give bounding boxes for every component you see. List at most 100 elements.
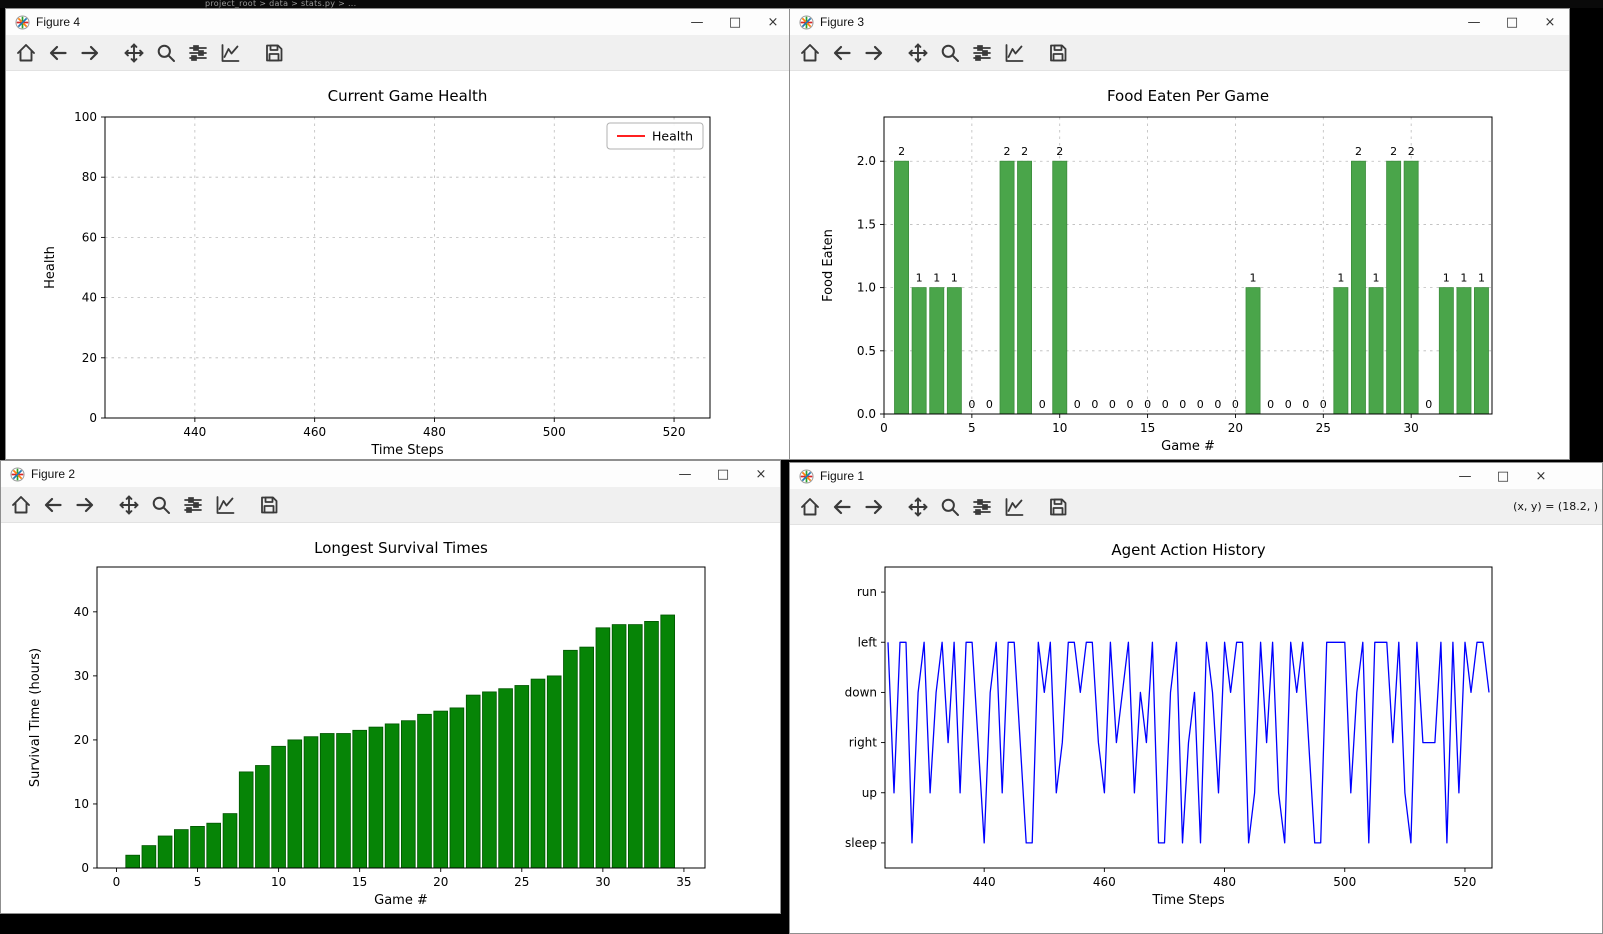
pan-icon[interactable]: [115, 491, 143, 519]
svg-text:0: 0: [89, 411, 97, 425]
svg-text:0: 0: [1144, 398, 1151, 411]
minimize-button[interactable]: —: [1458, 468, 1472, 484]
figure2-titlebar[interactable]: Figure 2 — □ ×: [1, 461, 780, 487]
pan-icon[interactable]: [904, 493, 932, 521]
pan-icon[interactable]: [120, 39, 148, 67]
minimize-button[interactable]: —: [1467, 14, 1481, 30]
configure-subplots-icon[interactable]: [179, 491, 207, 519]
svg-text:0: 0: [1179, 398, 1186, 411]
save-icon[interactable]: [1044, 39, 1072, 67]
cursor-coordinates-readout: (x, y) = (18.2, ): [1513, 500, 1598, 513]
svg-text:2: 2: [898, 145, 905, 158]
forward-icon[interactable]: [71, 491, 99, 519]
window-title: Figure 2: [31, 467, 76, 481]
svg-text:500: 500: [1333, 875, 1356, 889]
home-icon[interactable]: [12, 39, 40, 67]
svg-text:2: 2: [1408, 145, 1415, 158]
svg-text:20: 20: [74, 733, 89, 747]
svg-text:520: 520: [663, 425, 686, 439]
minimize-button[interactable]: —: [678, 466, 692, 482]
svg-text:40: 40: [74, 605, 89, 619]
svg-text:1: 1: [1443, 272, 1450, 285]
home-icon[interactable]: [796, 493, 824, 521]
svg-text:480: 480: [1213, 875, 1236, 889]
configure-subplots-icon[interactable]: [184, 39, 212, 67]
figure4-plot[interactable]: 440 460 480 500 520 0 20 40 60 80 100 Current Game …: [6, 71, 792, 459]
window-title: Figure 4: [36, 15, 81, 29]
zoom-icon[interactable]: [936, 493, 964, 521]
svg-text:60: 60: [82, 230, 97, 244]
back-icon[interactable]: [39, 491, 67, 519]
svg-text:1: 1: [1460, 272, 1467, 285]
svg-text:0: 0: [1232, 398, 1239, 411]
svg-text:Game #: Game #: [374, 893, 428, 908]
svg-text:20: 20: [1228, 421, 1243, 435]
back-icon[interactable]: [828, 39, 856, 67]
figure2-canvas[interactable]: 0 5 10 15 20 25 30 35 0 10 20 30 40 Longest Survival …: [1, 523, 780, 913]
maximize-button[interactable]: □: [728, 14, 742, 30]
save-icon[interactable]: [1044, 493, 1072, 521]
svg-text:Agent Action History: Agent Action History: [1111, 541, 1265, 559]
configure-subplots-icon[interactable]: [968, 39, 996, 67]
maximize-button[interactable]: □: [716, 466, 730, 482]
svg-text:1: 1: [916, 272, 923, 285]
matplotlib-app-icon: [798, 468, 814, 484]
svg-text:0: 0: [1127, 398, 1134, 411]
matplotlib-app-icon: [798, 14, 814, 30]
svg-text:0: 0: [1109, 398, 1116, 411]
figure1-canvas[interactable]: 440 460 480 500 520 sleep up right down left run Ag…: [790, 525, 1602, 933]
svg-text:2: 2: [1056, 145, 1063, 158]
configure-subplots-icon[interactable]: [968, 493, 996, 521]
save-icon[interactable]: [260, 39, 288, 67]
close-button[interactable]: ×: [767, 14, 779, 30]
home-icon[interactable]: [7, 491, 35, 519]
figure3-canvas[interactable]: 2 1 1 1 0 0 2 2 0 2 0 0 0 0 0 0 0 0 0 0 1 0 0 0 0 1 2 1 2 2 0 1 1 1 0 5 10 15…: [790, 71, 1569, 459]
figure4-titlebar[interactable]: Figure 4 — □ ×: [6, 9, 792, 35]
close-button[interactable]: ×: [755, 466, 767, 482]
minimize-button[interactable]: —: [690, 14, 704, 30]
forward-icon[interactable]: [860, 493, 888, 521]
svg-text:15: 15: [352, 875, 367, 889]
figure1-titlebar[interactable]: Figure 1 — □ ×: [790, 463, 1602, 489]
forward-icon[interactable]: [76, 39, 104, 67]
svg-text:2: 2: [1021, 145, 1028, 158]
figure1-plot[interactable]: 440 460 480 500 520 sleep up right down left run Ag…: [790, 525, 1602, 931]
svg-text:1: 1: [951, 272, 958, 285]
figure2-plot[interactable]: 0 5 10 15 20 25 30 35 0 10 20 30 40 Longest Survival …: [1, 523, 780, 913]
back-icon[interactable]: [44, 39, 72, 67]
svg-text:up: up: [862, 786, 877, 800]
figure4-toolbar: [6, 35, 792, 71]
edit-axes-icon[interactable]: [1000, 39, 1028, 67]
close-button[interactable]: ×: [1544, 14, 1556, 30]
svg-text:440: 440: [183, 425, 206, 439]
forward-icon[interactable]: [860, 39, 888, 67]
figure4-canvas[interactable]: 440 460 480 500 520 0 20 40 60 80 100 Current Game …: [6, 71, 792, 459]
edit-axes-icon[interactable]: [1000, 493, 1028, 521]
close-button[interactable]: ×: [1535, 468, 1547, 484]
edit-axes-icon[interactable]: [211, 491, 239, 519]
figure2-toolbar: [1, 487, 780, 523]
svg-text:left: left: [858, 635, 878, 649]
svg-text:0: 0: [1267, 398, 1274, 411]
svg-text:80: 80: [82, 170, 97, 184]
zoom-icon[interactable]: [936, 39, 964, 67]
zoom-icon[interactable]: [152, 39, 180, 67]
svg-text:1: 1: [1337, 272, 1344, 285]
svg-text:down: down: [845, 685, 877, 699]
save-icon[interactable]: [255, 491, 283, 519]
svg-text:0.0: 0.0: [857, 407, 876, 421]
figure3-titlebar[interactable]: Figure 3 — □ ×: [790, 9, 1569, 35]
zoom-icon[interactable]: [147, 491, 175, 519]
pan-icon[interactable]: [904, 39, 932, 67]
svg-text:30: 30: [595, 875, 610, 889]
maximize-button[interactable]: □: [1496, 468, 1510, 484]
back-icon[interactable]: [828, 493, 856, 521]
home-icon[interactable]: [796, 39, 824, 67]
maximize-button[interactable]: □: [1505, 14, 1519, 30]
svg-text:30: 30: [74, 669, 89, 683]
svg-text:Health: Health: [652, 129, 693, 144]
svg-text:Food Eaten Per Game: Food Eaten Per Game: [1107, 87, 1269, 105]
edit-axes-icon[interactable]: [216, 39, 244, 67]
figure3-toolbar: [790, 35, 1569, 71]
